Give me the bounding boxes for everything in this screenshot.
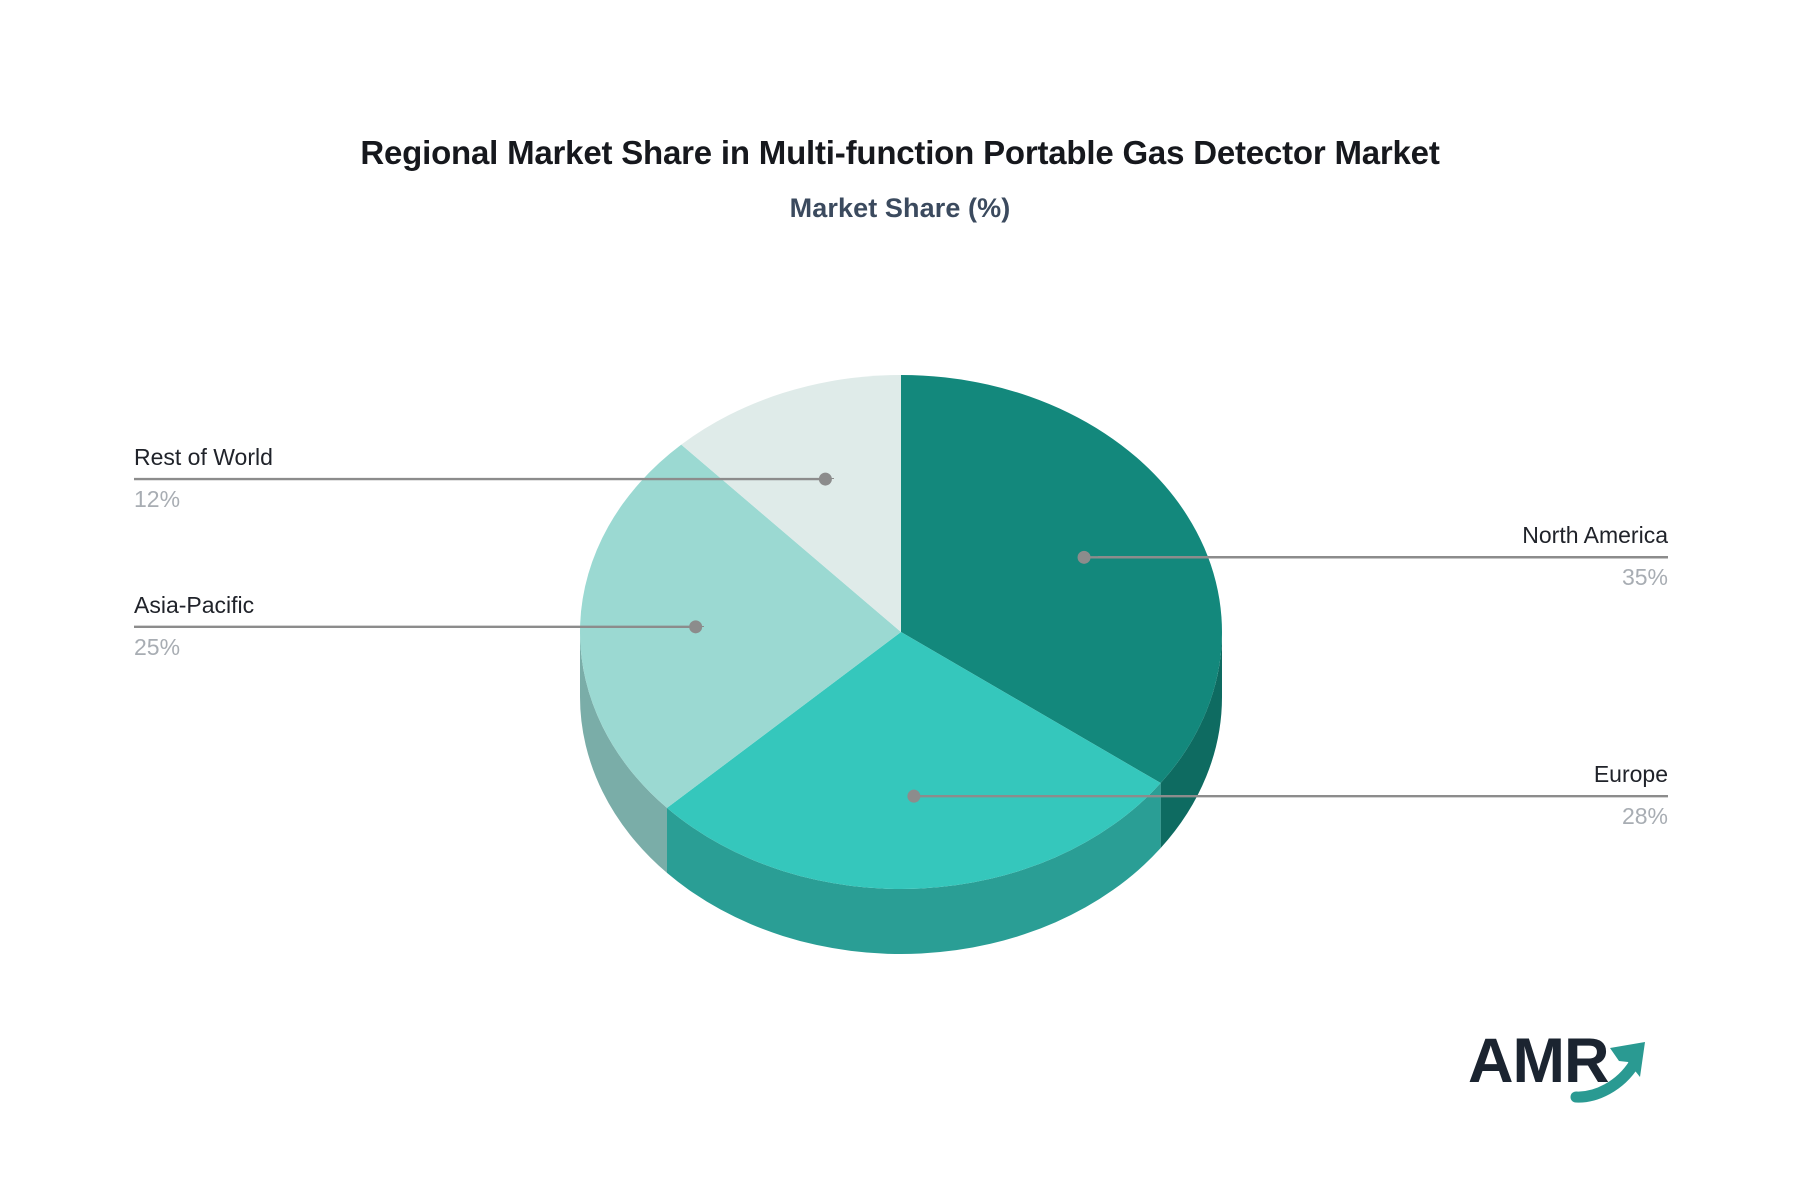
callout-rule-asia-pacific [134,625,704,627]
leader-lines [134,477,1668,798]
callout-europe[interactable]: Europe 28% [1168,759,1668,831]
callout-label-asia-pacific: Asia-Pacific [134,591,255,618]
leader-dot-rest-of-world [818,472,832,486]
leader-dot-asia-pacific [689,620,703,634]
callout-north-america[interactable]: North America 35% [1098,520,1668,592]
amr-logo: AMR [1468,1028,1668,1104]
pie-slice-rest-of-world[interactable] [681,375,901,632]
leader-dot-europe [907,789,921,803]
callout-label-north-america: North America [1522,522,1668,549]
pie-side-europe [667,783,1161,954]
callout-label-europe: Europe [1593,761,1668,788]
growth-arrow-icon [1570,1042,1645,1103]
pie-extrusion [580,632,1222,954]
chart-subtitle: Market Share (%) [789,193,1011,223]
callout-rule-europe [1168,795,1668,797]
callout-value-europe: 28% [1621,803,1668,830]
leader-dot-north-america [1077,550,1091,564]
pie-side-asia-pacific [580,632,667,873]
leader-dots [689,472,1091,803]
pie-slice-north-america[interactable] [901,375,1222,784]
pie-slice-asia-pacific[interactable] [580,444,901,808]
callout-value-asia-pacific: 25% [134,633,181,660]
pie-side-north-america [1160,632,1222,849]
callout-value-rest-of-world: 12% [134,486,181,513]
callout-value-north-america: 35% [1621,564,1668,591]
chart-title: Regional Market Share in Multi-function … [360,134,1440,171]
callout-label-rest-of-world: Rest of World [134,444,273,471]
amr-logo-text: AMR [1468,1026,1609,1096]
callout-rest-of-world[interactable]: Rest of World 12% [134,442,834,514]
callout-rule-rest-of-world [134,478,834,480]
callout-rule-north-america [1098,556,1668,558]
pie-top-face [580,375,1222,889]
pie-slice-europe[interactable] [667,632,1161,889]
callout-asia-pacific[interactable]: Asia-Pacific 25% [134,590,704,662]
